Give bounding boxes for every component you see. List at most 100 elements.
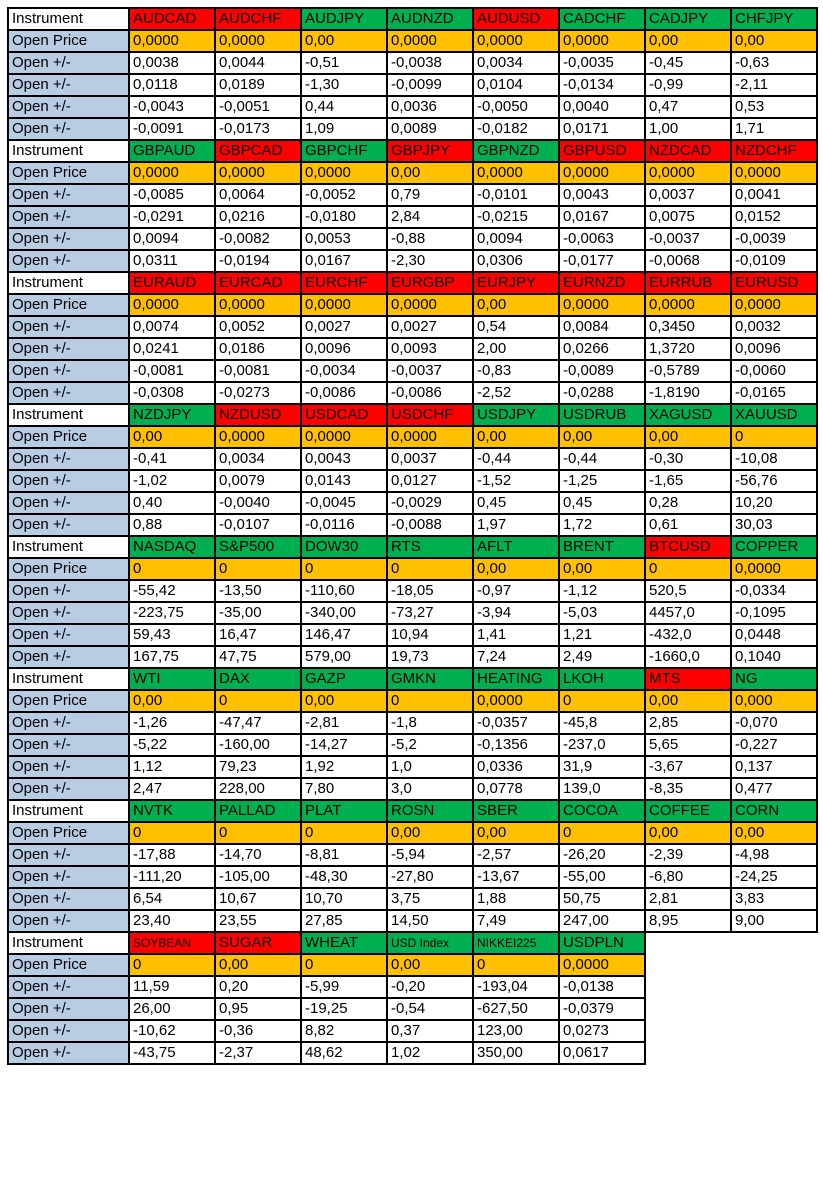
open-change-cell[interactable]: 0,0089 — [386, 117, 474, 141]
open-change-cell[interactable]: 11,59 — [128, 975, 216, 999]
open-price-cell[interactable]: 0 — [300, 821, 388, 845]
open-change-cell[interactable]: -111,20 — [128, 865, 216, 889]
open-change-cell[interactable]: 167,75 — [128, 645, 216, 669]
open-price-cell[interactable]: 0,00 — [644, 689, 732, 713]
open-change-cell[interactable]: -0,0173 — [214, 117, 302, 141]
open-change-row-label[interactable]: Open +/- — [7, 997, 130, 1021]
open-change-cell[interactable]: 0,0040 — [558, 95, 646, 119]
instrument-row-label[interactable]: Instrument — [7, 535, 130, 559]
open-price-cell[interactable]: 0 — [128, 953, 216, 977]
open-change-cell[interactable]: -0,0060 — [730, 359, 818, 383]
open-change-cell[interactable]: -48,30 — [300, 865, 388, 889]
open-change-cell[interactable]: -0,99 — [644, 73, 732, 97]
open-change-cell[interactable]: 0,28 — [644, 491, 732, 515]
open-change-cell[interactable]: -0,0052 — [300, 183, 388, 207]
open-change-row-label[interactable]: Open +/- — [7, 205, 130, 229]
open-change-cell[interactable]: 1,92 — [300, 755, 388, 779]
open-change-cell[interactable]: -0,0081 — [214, 359, 302, 383]
open-change-cell[interactable]: -35,00 — [214, 601, 302, 625]
open-change-cell[interactable]: 23,40 — [128, 909, 216, 933]
open-price-cell[interactable]: 0,00 — [386, 953, 474, 977]
open-change-cell[interactable]: 0,0043 — [300, 447, 388, 471]
open-change-cell[interactable]: 1,02 — [386, 1041, 474, 1065]
open-change-cell[interactable]: -223,75 — [128, 601, 216, 625]
instrument-header-cell[interactable]: GBPUSD — [558, 139, 646, 163]
instrument-header-cell[interactable]: USDRUB — [558, 403, 646, 427]
open-change-cell[interactable]: 0,0075 — [644, 205, 732, 229]
open-price-cell[interactable]: 0,0000 — [386, 293, 474, 317]
instrument-row-label[interactable]: Instrument — [7, 403, 130, 427]
open-change-cell[interactable]: -18,05 — [386, 579, 474, 603]
open-change-cell[interactable]: 30,03 — [730, 513, 818, 537]
open-change-cell[interactable]: -3,67 — [644, 755, 732, 779]
instrument-header-cell[interactable]: DAX — [214, 667, 302, 691]
open-change-cell[interactable]: 350,00 — [472, 1041, 560, 1065]
open-change-cell[interactable]: -0,0288 — [558, 381, 646, 405]
open-price-cell[interactable]: 0,0000 — [472, 689, 560, 713]
open-change-cell[interactable]: -17,88 — [128, 843, 216, 867]
open-change-cell[interactable]: 0,0448 — [730, 623, 818, 647]
open-change-cell[interactable]: 0,477 — [730, 777, 818, 801]
open-change-cell[interactable]: -0,0107 — [214, 513, 302, 537]
open-change-row-label[interactable]: Open +/- — [7, 909, 130, 933]
open-change-row-label[interactable]: Open +/- — [7, 491, 130, 515]
open-change-cell[interactable]: 0,0118 — [128, 73, 216, 97]
instrument-header-cell[interactable]: AUDNZD — [386, 7, 474, 31]
open-change-cell[interactable]: -0,0357 — [472, 711, 560, 735]
instrument-header-cell[interactable]: PLAT — [300, 799, 388, 823]
open-change-cell[interactable]: -0,1356 — [472, 733, 560, 757]
open-change-row-label[interactable]: Open +/- — [7, 843, 130, 867]
open-change-cell[interactable]: 0,53 — [730, 95, 818, 119]
open-price-row-label[interactable]: Open Price — [7, 425, 130, 449]
instrument-header-cell[interactable]: S&P500 — [214, 535, 302, 559]
open-price-cell[interactable]: 0 — [386, 557, 474, 581]
open-change-cell[interactable]: -0,41 — [128, 447, 216, 471]
open-change-cell[interactable]: 0,44 — [300, 95, 388, 119]
open-change-cell[interactable]: 0,61 — [644, 513, 732, 537]
open-change-cell[interactable]: -0,0051 — [214, 95, 302, 119]
open-change-row-label[interactable]: Open +/- — [7, 95, 130, 119]
open-change-cell[interactable]: 1,71 — [730, 117, 818, 141]
open-change-cell[interactable]: 0,0027 — [300, 315, 388, 339]
open-change-cell[interactable]: -105,00 — [214, 865, 302, 889]
instrument-header-cell[interactable]: AFLT — [472, 535, 560, 559]
open-change-cell[interactable]: -10,62 — [128, 1019, 216, 1043]
open-price-cell[interactable]: 0 — [214, 689, 302, 713]
instrument-header-cell[interactable]: BRENT — [558, 535, 646, 559]
open-change-cell[interactable]: 0,0336 — [472, 755, 560, 779]
open-change-cell[interactable]: 0,0052 — [214, 315, 302, 339]
open-change-cell[interactable]: -0,83 — [472, 359, 560, 383]
instrument-header-cell[interactable]: CHFJPY — [730, 7, 818, 31]
instrument-header-cell[interactable]: PALLAD — [214, 799, 302, 823]
open-change-cell[interactable]: 520,5 — [644, 579, 732, 603]
open-change-cell[interactable]: -0,0035 — [558, 51, 646, 75]
instrument-header-cell[interactable]: USDJPY — [472, 403, 560, 427]
open-price-cell[interactable]: 0,00 — [730, 29, 818, 53]
open-price-cell[interactable]: 0,00 — [644, 821, 732, 845]
open-price-row-label[interactable]: Open Price — [7, 689, 130, 713]
open-change-cell[interactable]: -43,75 — [128, 1041, 216, 1065]
open-price-cell[interactable]: 0,0000 — [644, 293, 732, 317]
open-price-row-label[interactable]: Open Price — [7, 161, 130, 185]
open-change-cell[interactable]: 1,09 — [300, 117, 388, 141]
open-change-row-label[interactable]: Open +/- — [7, 975, 130, 999]
open-change-cell[interactable]: 0,0216 — [214, 205, 302, 229]
open-change-cell[interactable]: 79,23 — [214, 755, 302, 779]
open-change-cell[interactable]: 59,43 — [128, 623, 216, 647]
open-change-cell[interactable]: 2,49 — [558, 645, 646, 669]
open-change-cell[interactable]: 2,00 — [472, 337, 560, 361]
open-change-cell[interactable]: 6,54 — [128, 887, 216, 911]
instrument-header-cell[interactable]: DOW30 — [300, 535, 388, 559]
open-change-cell[interactable]: 0,0038 — [128, 51, 216, 75]
instrument-row-label[interactable]: Instrument — [7, 139, 130, 163]
instrument-header-cell[interactable]: RTS — [386, 535, 474, 559]
open-change-cell[interactable]: -5,94 — [386, 843, 474, 867]
open-change-cell[interactable]: -55,42 — [128, 579, 216, 603]
open-change-cell[interactable]: 0,0127 — [386, 469, 474, 493]
open-change-cell[interactable]: 8,95 — [644, 909, 732, 933]
open-change-cell[interactable]: 0,0084 — [558, 315, 646, 339]
instrument-header-cell[interactable]: USDCHF — [386, 403, 474, 427]
open-change-cell[interactable]: 0,0036 — [386, 95, 474, 119]
instrument-header-cell[interactable]: SUGAR — [214, 931, 302, 955]
open-change-row-label[interactable]: Open +/- — [7, 51, 130, 75]
